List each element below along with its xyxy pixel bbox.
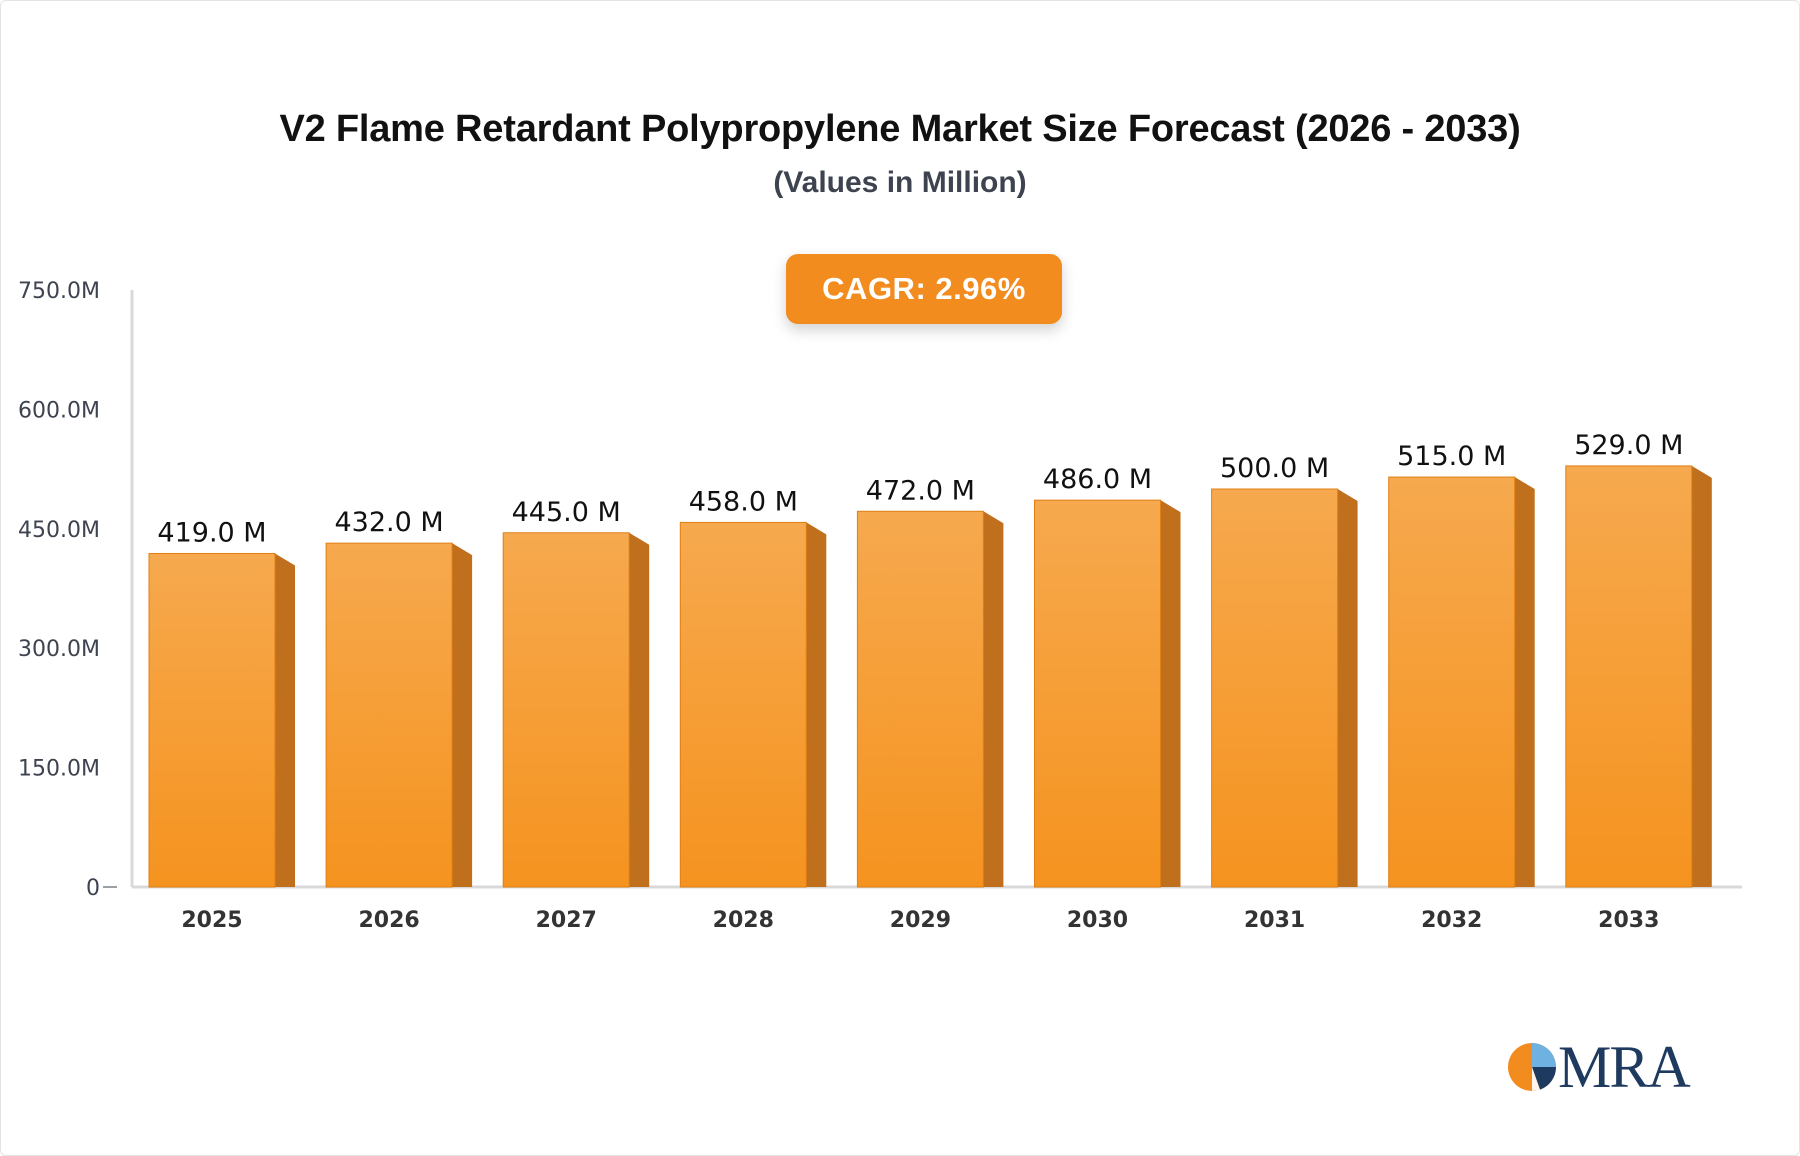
- bar-side: [1160, 500, 1181, 887]
- data-label: 500.0 M: [1220, 453, 1329, 484]
- mra-logo: MRA: [1506, 1036, 1696, 1098]
- x-tick-label: 2032: [1421, 908, 1482, 933]
- logo-pie-icon: [1508, 1043, 1556, 1091]
- y-tick-label: 450.0M: [18, 518, 100, 543]
- bar: [1034, 499, 1161, 888]
- bar-side: [806, 522, 827, 887]
- bar: [502, 532, 630, 888]
- y-tick-label: 750.0M: [18, 279, 100, 304]
- y-tick-label: 150.0M: [18, 757, 100, 782]
- bar-side: [452, 543, 473, 887]
- bar: [679, 521, 807, 888]
- chart-title: V2 Flame Retardant Polypropylene Market …: [279, 108, 1521, 150]
- data-label: 445.0 M: [512, 497, 621, 528]
- y-tick-label: 600.0M: [18, 398, 100, 423]
- x-tick-label: 2025: [181, 908, 242, 933]
- x-tick-label: 2033: [1598, 908, 1659, 933]
- bar: [1211, 488, 1339, 888]
- bar: [1388, 476, 1516, 888]
- bar-side: [1691, 465, 1712, 887]
- bar-side: [1337, 489, 1358, 887]
- cagr-label: CAGR:: [822, 271, 927, 306]
- x-tick-label: 2027: [536, 908, 597, 933]
- data-label: 515.0 M: [1397, 441, 1506, 472]
- bar-side: [275, 553, 295, 887]
- data-label: 529.0 M: [1574, 430, 1683, 461]
- y-tick-label: 300.0M: [18, 637, 100, 662]
- bar-side: [1514, 477, 1535, 887]
- cagr-value: 2.96%: [935, 271, 1026, 306]
- cagr-badge: CAGR: 2.96%: [786, 254, 1062, 324]
- bar: [1565, 465, 1693, 888]
- bar-side: [983, 511, 1004, 887]
- bar-side: [629, 532, 650, 887]
- data-label: 472.0 M: [866, 475, 975, 506]
- data-label: 458.0 M: [689, 486, 798, 517]
- bar: [148, 552, 276, 888]
- data-label: 432.0 M: [335, 507, 444, 538]
- x-tick-label: 2028: [713, 908, 774, 933]
- x-tick-label: 2029: [890, 908, 951, 933]
- bar: [325, 542, 453, 888]
- bar: [856, 510, 984, 888]
- y-tick-label: 0: [86, 876, 100, 901]
- x-tick-label: 2030: [1067, 908, 1128, 933]
- x-tick-label: 2026: [358, 908, 419, 933]
- data-label: 419.0 M: [157, 517, 266, 548]
- logo-text: MRA: [1558, 1034, 1691, 1100]
- chart-subtitle: (Values in Million): [773, 166, 1027, 199]
- x-tick-label: 2031: [1244, 908, 1305, 933]
- data-label: 486.0 M: [1043, 464, 1152, 495]
